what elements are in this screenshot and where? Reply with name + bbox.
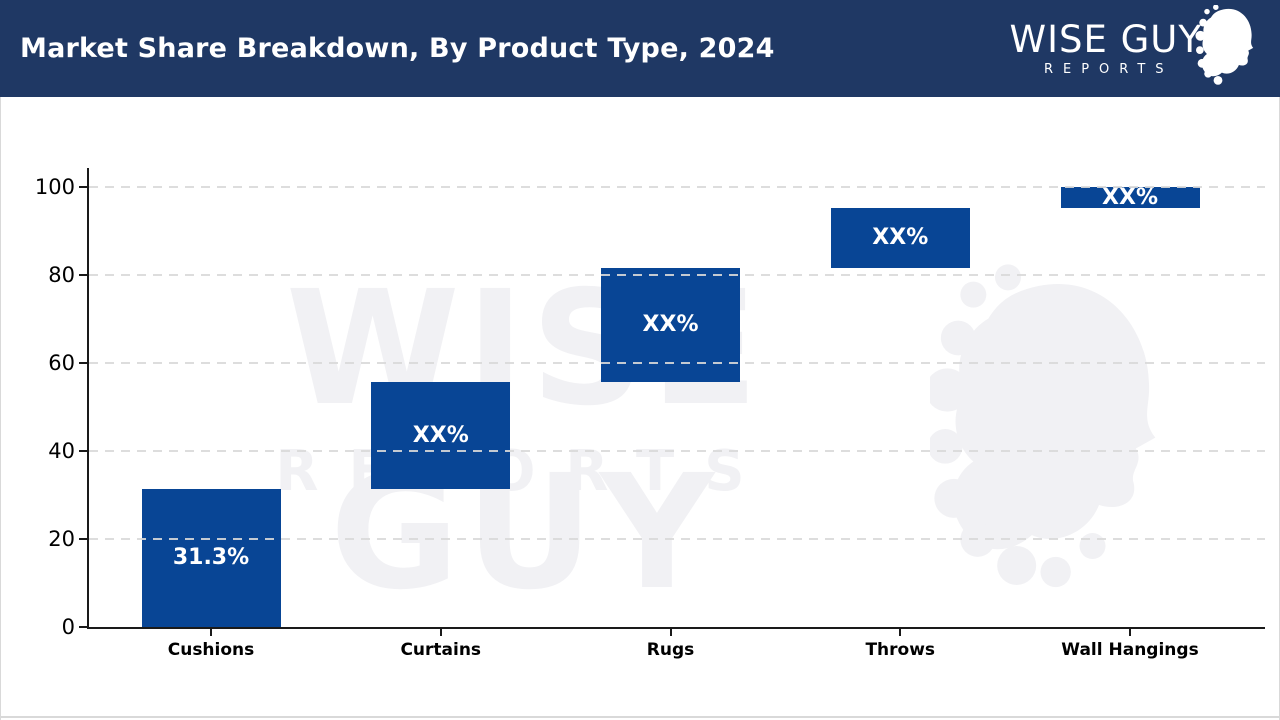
x-tick-mark-throws xyxy=(899,627,902,636)
bar-label-cushions: 31.3% xyxy=(172,545,250,571)
x-tick-label-wall-hangings: Wall Hangings xyxy=(1061,640,1199,660)
page-title: Market Share Breakdown, By Product Type,… xyxy=(20,33,775,64)
x-tick-mark-cushions xyxy=(210,627,212,636)
brand-wordmark-line2: REPORTS xyxy=(1043,61,1174,77)
bar-label-throws: XX% xyxy=(872,225,929,251)
brand-head-icon xyxy=(1195,5,1254,85)
x-tick-mark-rugs xyxy=(669,627,672,636)
y-tick-label-0: 0 xyxy=(61,615,75,639)
brand-wordmark: WISE GUY REPORTS xyxy=(1009,18,1202,77)
header: Market Share Breakdown, By Product Type,… xyxy=(0,0,1280,97)
y-tick-label-40: 40 xyxy=(48,439,75,463)
x-axis xyxy=(87,627,1265,629)
y-tick-mark-80 xyxy=(79,274,88,276)
bottom-border xyxy=(0,716,1280,718)
x-tick-label-cushions: Cushions xyxy=(167,640,255,660)
x-tick-label-curtains: Curtains xyxy=(400,640,482,660)
bar-throws: XX% xyxy=(830,208,970,269)
bar-label-wall-hangings: XX% xyxy=(1102,184,1158,210)
gridline-40 xyxy=(89,450,1265,452)
bar-rugs: XX% xyxy=(601,268,740,383)
gridline-60 xyxy=(89,362,1265,364)
y-tick-mark-60 xyxy=(79,362,88,364)
left-border xyxy=(0,97,1,720)
bar-wall-hangings: XX% xyxy=(1060,184,1200,210)
bar-label-curtains: XX% xyxy=(412,422,469,448)
x-tick-mark-curtains xyxy=(439,627,442,636)
y-tick-label-100: 100 xyxy=(34,175,75,199)
gridline-80 xyxy=(89,274,1265,276)
y-tick-label-60: 60 xyxy=(48,351,75,375)
y-tick-mark-100 xyxy=(79,186,88,188)
brand-wordmark-line1: WISE GUY xyxy=(1009,18,1202,62)
y-tick-mark-0 xyxy=(79,626,88,628)
bar-label-rugs: XX% xyxy=(642,312,699,338)
x-tick-label-rugs: Rugs xyxy=(646,640,695,660)
y-axis xyxy=(87,168,89,629)
gridline-100 xyxy=(89,186,1265,188)
gridline-20 xyxy=(89,538,1265,540)
y-tick-label-20: 20 xyxy=(48,527,75,551)
y-tick-mark-20 xyxy=(79,538,88,540)
bar-cushions: 31.3% xyxy=(141,489,281,627)
y-tick-mark-40 xyxy=(79,450,88,452)
x-tick-mark-wall-hangings xyxy=(1129,627,1131,636)
x-tick-label-throws: Throws xyxy=(865,640,936,660)
brand-logo: WISE GUY REPORTS xyxy=(1010,4,1270,94)
y-tick-label-80: 80 xyxy=(48,263,75,287)
bar-curtains: XX% xyxy=(371,382,511,490)
